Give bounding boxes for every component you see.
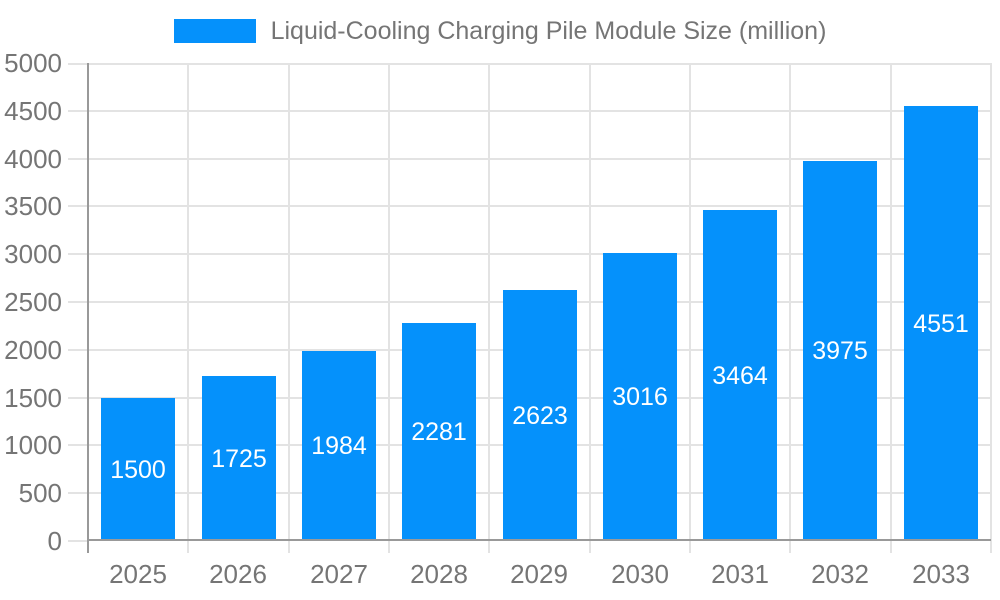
legend-label: Liquid-Cooling Charging Pile Module Size… xyxy=(270,17,827,45)
x-axis-tick xyxy=(990,541,992,553)
y-axis-label: 4500 xyxy=(4,96,62,126)
x-axis-label: 2028 xyxy=(410,559,468,589)
y-axis-label: 5000 xyxy=(4,48,62,78)
bar-value-label: 1984 xyxy=(311,432,367,460)
y-axis-label: 3000 xyxy=(4,239,62,269)
y-axis-tick xyxy=(68,110,88,112)
x-axis-tick xyxy=(589,541,591,553)
y-axis-tick xyxy=(68,253,88,255)
bar-value-label: 3975 xyxy=(812,337,868,365)
x-axis-tick xyxy=(488,541,490,553)
y-axis-label: 3500 xyxy=(4,191,62,221)
y-axis-label: 1000 xyxy=(4,430,62,460)
y-axis-tick xyxy=(68,301,88,303)
bar-2029[interactable]: 2623 xyxy=(503,290,577,541)
legend-swatch-icon xyxy=(173,19,256,43)
gridline-horizontal xyxy=(88,110,991,112)
bar-2030[interactable]: 3016 xyxy=(603,253,677,541)
bar-2032[interactable]: 3975 xyxy=(803,161,877,541)
x-axis-tick xyxy=(388,541,390,553)
x-axis-label: 2030 xyxy=(611,559,669,589)
bar-value-label: 1725 xyxy=(211,444,267,473)
x-axis-tick xyxy=(890,541,892,553)
y-axis-tick xyxy=(68,205,88,207)
x-axis-line xyxy=(88,539,991,541)
x-axis-label: 2033 xyxy=(912,559,970,589)
gridline-horizontal xyxy=(88,253,991,255)
bar-2028[interactable]: 2281 xyxy=(402,323,476,541)
gridline-vertical xyxy=(187,63,189,541)
x-axis-label: 2026 xyxy=(209,559,267,589)
gridline-vertical xyxy=(589,63,591,541)
y-axis-label: 1500 xyxy=(4,383,62,413)
bar-value-label: 2623 xyxy=(512,401,568,430)
x-axis-tick xyxy=(689,541,691,553)
bar-2027[interactable]: 1984 xyxy=(302,351,376,541)
bar-2025[interactable]: 1500 xyxy=(101,398,175,541)
y-axis-label: 0 xyxy=(47,526,62,556)
x-axis-tick xyxy=(789,541,791,553)
x-axis-tick xyxy=(187,541,189,553)
y-axis-tick xyxy=(68,158,88,160)
x-axis-label: 2031 xyxy=(711,559,769,589)
y-axis-label: 2000 xyxy=(4,335,62,365)
y-axis-tick xyxy=(68,349,88,351)
y-axis-tick xyxy=(68,63,88,65)
x-axis-label: 2027 xyxy=(310,559,368,589)
y-axis-label: 4000 xyxy=(4,144,62,174)
bar-value-label: 3464 xyxy=(712,361,768,390)
x-axis-label: 2025 xyxy=(109,559,167,589)
gridline-vertical xyxy=(689,63,691,541)
y-axis-tick xyxy=(68,492,88,494)
bar-value-label: 1500 xyxy=(110,455,166,484)
gridline-vertical xyxy=(388,63,390,541)
gridline-horizontal xyxy=(88,63,991,65)
bar-value-label: 4551 xyxy=(913,309,969,338)
gridline-vertical xyxy=(890,63,892,541)
bar-2031[interactable]: 3464 xyxy=(703,210,777,541)
gridline-vertical xyxy=(288,63,290,541)
bar-2026[interactable]: 1725 xyxy=(202,376,276,541)
x-axis-label: 2029 xyxy=(510,559,568,589)
legend[interactable]: Liquid-Cooling Charging Pile Module Size… xyxy=(0,12,1000,50)
y-axis-tick xyxy=(68,397,88,399)
bar-value-label: 3016 xyxy=(612,383,668,411)
y-axis-label: 500 xyxy=(18,478,62,508)
gridline-horizontal xyxy=(88,158,991,160)
y-axis-tick xyxy=(68,444,88,446)
gridline-vertical xyxy=(789,63,791,541)
bar-2033[interactable]: 4551 xyxy=(904,106,978,541)
gridline-vertical xyxy=(488,63,490,541)
plot-area: 0 500 1000 1500 2000 2500 3000 3500 4000 4500 5000… xyxy=(4,48,992,589)
gridline-horizontal xyxy=(88,205,991,207)
x-axis-label: 2032 xyxy=(811,559,869,589)
y-axis-line xyxy=(87,63,89,553)
bar-value-label: 2281 xyxy=(411,418,467,446)
y-axis-tick xyxy=(68,540,88,542)
y-axis-label: 2500 xyxy=(4,287,62,317)
gridline-vertical xyxy=(990,63,992,541)
x-axis-tick xyxy=(288,541,290,553)
